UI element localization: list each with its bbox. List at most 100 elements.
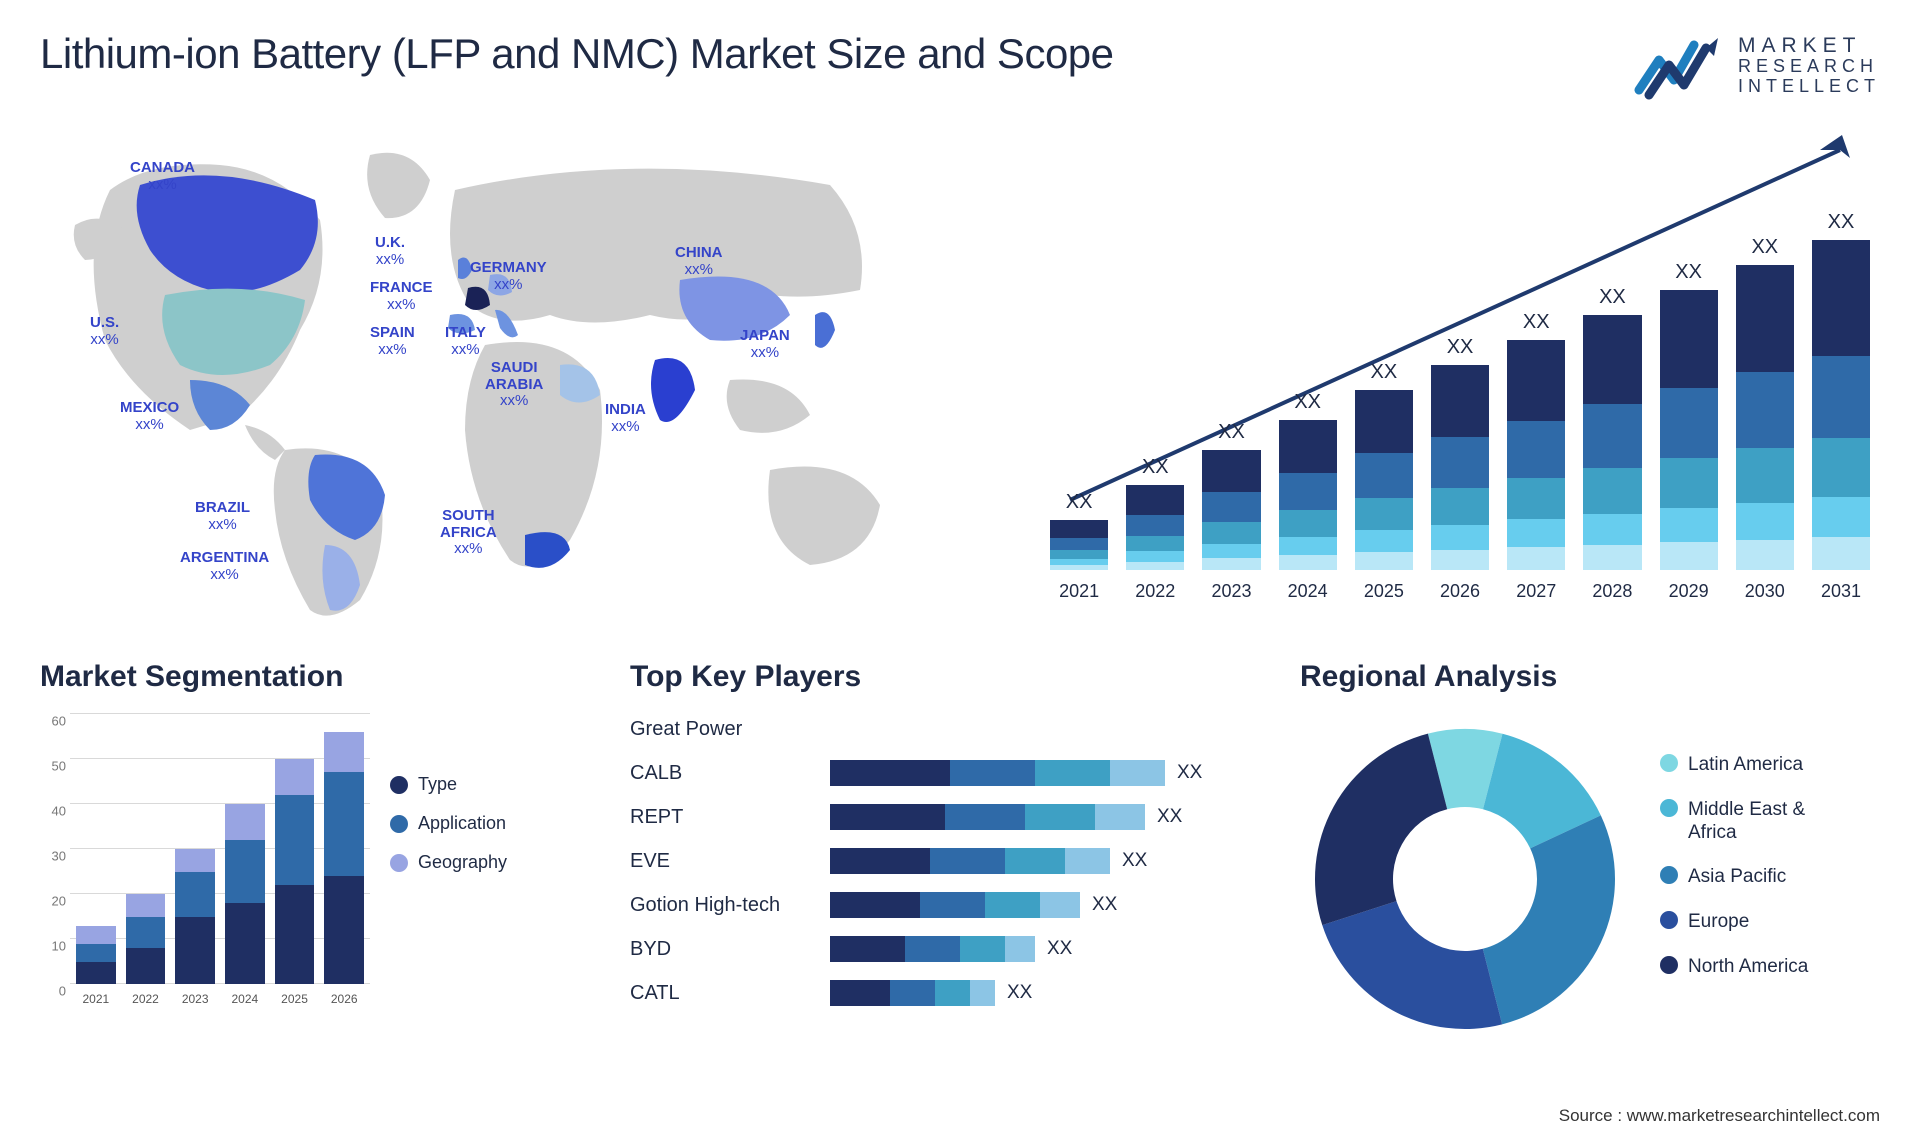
growth-value-label: XX xyxy=(1599,286,1626,309)
legend-item: Asia Pacific xyxy=(1660,866,1848,889)
player-row: CALBXX xyxy=(630,758,1270,788)
player-name: BYD xyxy=(630,938,830,961)
growth-bars-area: XX XX XX XX XX XX XX XX XX XX XX xyxy=(1050,170,1870,570)
map-label: MEXICOxx% xyxy=(120,400,179,433)
source-attribution: Source : www.marketresearchintellect.com xyxy=(1559,1106,1880,1126)
map-label: CHINAxx% xyxy=(675,245,723,278)
map-label: BRAZILxx% xyxy=(195,500,250,533)
map-label: SAUDIARABIAxx% xyxy=(485,360,543,410)
growth-bar: XX xyxy=(1660,261,1718,570)
player-row: Gotion High-tech XX xyxy=(630,890,1270,920)
growth-bar: XX xyxy=(1279,391,1337,570)
player-bar xyxy=(830,892,1080,918)
players-list: Great PowerCALBXXREPTXXEVEXXGotion High-… xyxy=(630,714,1270,1008)
page-title: Lithium-ion Battery (LFP and NMC) Market… xyxy=(40,30,1114,78)
map-label: ARGENTINAxx% xyxy=(180,550,269,583)
segmentation-bar xyxy=(126,894,166,984)
legend-item: Geography xyxy=(390,852,507,873)
legend-item: Type xyxy=(390,774,507,795)
growth-year-label: 2021 xyxy=(1050,581,1108,602)
player-bar xyxy=(830,936,1035,962)
player-value: XX xyxy=(1047,938,1072,960)
player-bar xyxy=(830,804,1145,830)
player-bar xyxy=(830,848,1110,874)
growth-year-label: 2025 xyxy=(1355,581,1413,602)
player-value: XX xyxy=(1157,806,1182,828)
regional-legend: Latin America Middle East & Africa Asia Pa… xyxy=(1660,754,1848,1001)
segmentation-chart: 0102030405060 202120222023202420252026 xyxy=(40,714,370,1014)
map-label: SOUTHAFRICAxx% xyxy=(440,508,497,558)
growth-value-label: XX xyxy=(1371,361,1398,384)
growth-year-label: 2027 xyxy=(1507,581,1565,602)
player-name: CATL xyxy=(630,982,830,1005)
player-name: Gotion High-tech xyxy=(630,894,830,917)
growth-bar: XX xyxy=(1050,491,1108,570)
growth-value-label: XX xyxy=(1218,421,1245,444)
logo-text-1: MARKET xyxy=(1738,34,1880,57)
map-label: GERMANYxx% xyxy=(470,260,547,293)
growth-chart-panel: XXXXXXXXXXXXXXXXXXXXXX 20212022202320242… xyxy=(1010,130,1880,620)
player-value: XX xyxy=(1007,982,1032,1004)
growth-bar: XX xyxy=(1736,236,1794,570)
segmentation-bar xyxy=(225,804,265,984)
growth-year-label: 2022 xyxy=(1126,581,1184,602)
player-row: REPT XX xyxy=(630,802,1270,832)
donut-slice xyxy=(1322,901,1502,1029)
logo-mark-icon xyxy=(1634,30,1724,100)
legend-item: Middle East & Africa xyxy=(1660,799,1848,845)
player-name: REPT xyxy=(630,806,830,829)
growth-value-label: XX xyxy=(1447,336,1474,359)
growth-bar: XX xyxy=(1507,311,1565,570)
growth-year-label: 2026 xyxy=(1431,581,1489,602)
player-bar xyxy=(830,980,995,1006)
players-title: Top Key Players xyxy=(630,660,1270,694)
legend-item: North America xyxy=(1660,956,1848,979)
growth-year-label: 2031 xyxy=(1812,581,1870,602)
map-label: JAPANxx% xyxy=(740,328,790,361)
segmentation-bar xyxy=(175,849,215,984)
player-row: BYD XX xyxy=(630,934,1270,964)
regional-title: Regional Analysis xyxy=(1300,660,1880,694)
segmentation-bar xyxy=(76,926,116,985)
segmentation-bar xyxy=(275,759,315,984)
logo-text-2: RESEARCH xyxy=(1738,57,1880,77)
logo-text-3: INTELLECT xyxy=(1738,77,1880,97)
player-value: XX xyxy=(1177,762,1202,784)
segmentation-title: Market Segmentation xyxy=(40,660,600,694)
growth-value-label: XX xyxy=(1066,491,1093,514)
segmentation-bar xyxy=(324,732,364,984)
growth-bar: XX xyxy=(1812,211,1870,570)
growth-value-label: XX xyxy=(1523,311,1550,334)
map-label: INDIAxx% xyxy=(605,402,646,435)
growth-year-label: 2029 xyxy=(1660,581,1718,602)
map-label: U.K.xx% xyxy=(375,235,405,268)
growth-value-label: XX xyxy=(1828,211,1855,234)
growth-bar: XX xyxy=(1431,336,1489,570)
donut-slice xyxy=(1483,815,1615,1024)
growth-year-label: 2023 xyxy=(1202,581,1260,602)
player-value: XX xyxy=(1092,894,1117,916)
map-label: U.S.xx% xyxy=(90,315,119,348)
legend-item: Latin America xyxy=(1660,754,1848,777)
player-bar xyxy=(830,760,1165,786)
growth-value-label: XX xyxy=(1294,391,1321,414)
growth-year-label: 2028 xyxy=(1583,581,1641,602)
regional-donut xyxy=(1300,714,1630,1044)
player-name: EVE xyxy=(630,850,830,873)
growth-year-label: 2030 xyxy=(1736,581,1794,602)
map-label: SPAINxx% xyxy=(370,325,415,358)
legend-item: Application xyxy=(390,813,507,834)
player-value: XX xyxy=(1122,850,1147,872)
growth-year-label: 2024 xyxy=(1279,581,1337,602)
growth-value-label: XX xyxy=(1751,236,1778,259)
legend-item: Europe xyxy=(1660,911,1848,934)
player-row: EVE XX xyxy=(630,846,1270,876)
growth-value-label: XX xyxy=(1142,456,1169,479)
growth-bar: XX xyxy=(1126,456,1184,570)
brand-logo: MARKET RESEARCH INTELLECT xyxy=(1634,30,1880,100)
map-label: FRANCExx% xyxy=(370,280,433,313)
growth-bar: XX xyxy=(1583,286,1641,570)
growth-year-axis: 2021 2022 2023 2024 2025 2026 2027 2028 2029 2030… xyxy=(1050,581,1870,602)
growth-bar: XX xyxy=(1355,361,1413,570)
player-row: Great Power xyxy=(630,714,1270,744)
